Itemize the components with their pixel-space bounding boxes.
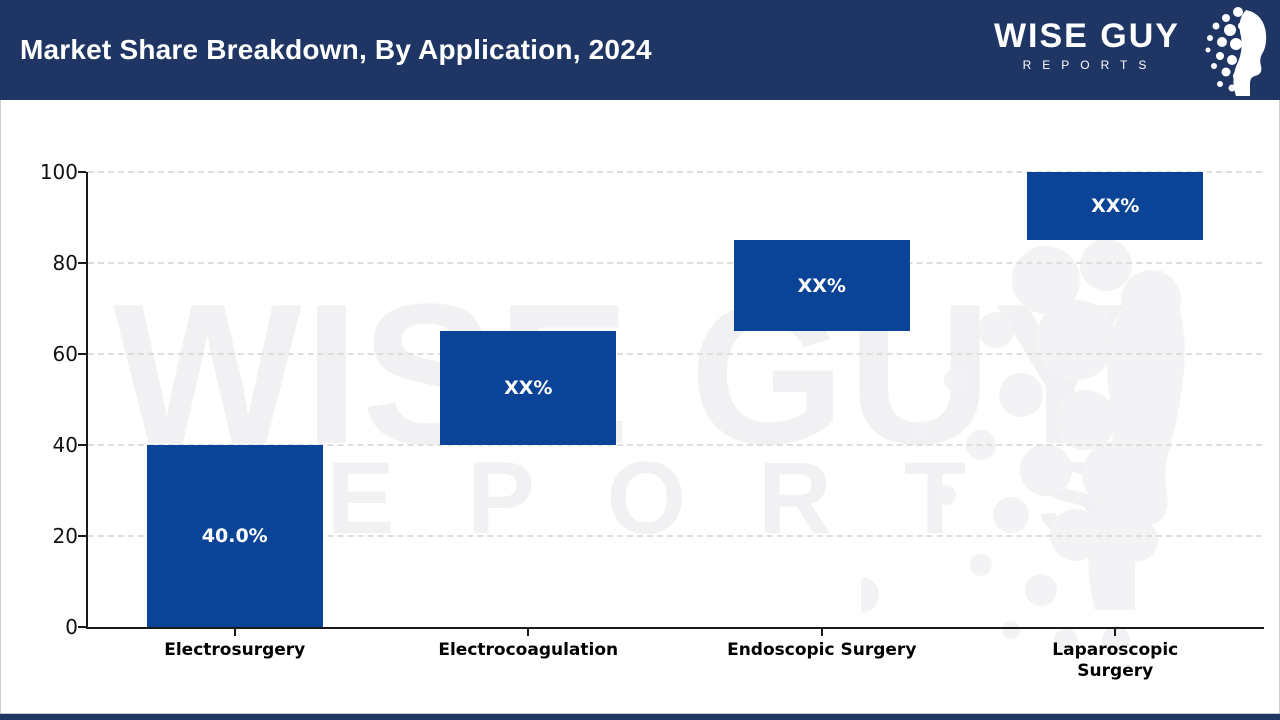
y-tick-mark <box>78 171 86 173</box>
footer-hairline <box>0 713 1280 714</box>
gridline <box>88 444 1262 446</box>
logo-name-text: WISE GUY <box>993 17 1180 55</box>
bar-value-label: XX% <box>1091 195 1140 218</box>
x-category-label: Endoscopic Surgery <box>727 640 917 660</box>
y-tick-mark <box>78 535 86 537</box>
y-tick-mark <box>78 444 86 446</box>
gridline <box>88 262 1262 264</box>
y-tick-mark <box>78 353 86 355</box>
chart-title: Market Share Breakdown, By Application, … <box>20 34 652 65</box>
bar-electrosurgery: 40.0% <box>146 445 323 627</box>
x-axis <box>86 627 1264 629</box>
y-tick-label: 80 <box>52 251 78 275</box>
y-tick-label: 0 <box>65 615 78 639</box>
logo-reports-text: REPORTS <box>1022 58 1158 72</box>
bar-electrocoagulation: XX% <box>440 331 617 445</box>
x-tick-mark <box>820 629 823 636</box>
bar-endoscopic-surgery: XX% <box>733 240 910 332</box>
y-tick-label: 20 <box>52 524 78 548</box>
y-tick-mark <box>78 626 86 628</box>
footer-bar <box>0 714 1280 720</box>
x-tick-mark <box>527 629 530 636</box>
x-tick-mark <box>1114 629 1117 636</box>
gridline <box>88 171 1262 173</box>
x-category-label: Electrosurgery <box>164 640 306 660</box>
y-axis <box>86 172 88 629</box>
y-tick-label: 100 <box>39 160 78 184</box>
bar-value-label: XX% <box>504 377 553 400</box>
gridline <box>88 535 1262 537</box>
header-bar: Market Share Breakdown, By Application, … <box>0 0 1280 100</box>
x-category-label: Electrocoagulation <box>438 640 619 660</box>
gridline <box>88 353 1262 355</box>
y-tick-label: 40 <box>52 433 78 457</box>
logo-face-icon <box>1205 7 1267 96</box>
bar-value-label: XX% <box>797 274 846 297</box>
watermark-face <box>861 239 1185 654</box>
wise-guy-logo: WISE GUY REPORTS <box>994 16 1180 72</box>
y-tick-mark <box>78 262 86 264</box>
y-tick-label: 60 <box>52 342 78 366</box>
bar-value-label: 40.0% <box>201 525 268 547</box>
x-category-label: Laparoscopic Surgery <box>1052 640 1179 681</box>
bar-laparoscopic-surgery: XX% <box>1027 172 1204 241</box>
x-tick-mark <box>233 629 236 636</box>
